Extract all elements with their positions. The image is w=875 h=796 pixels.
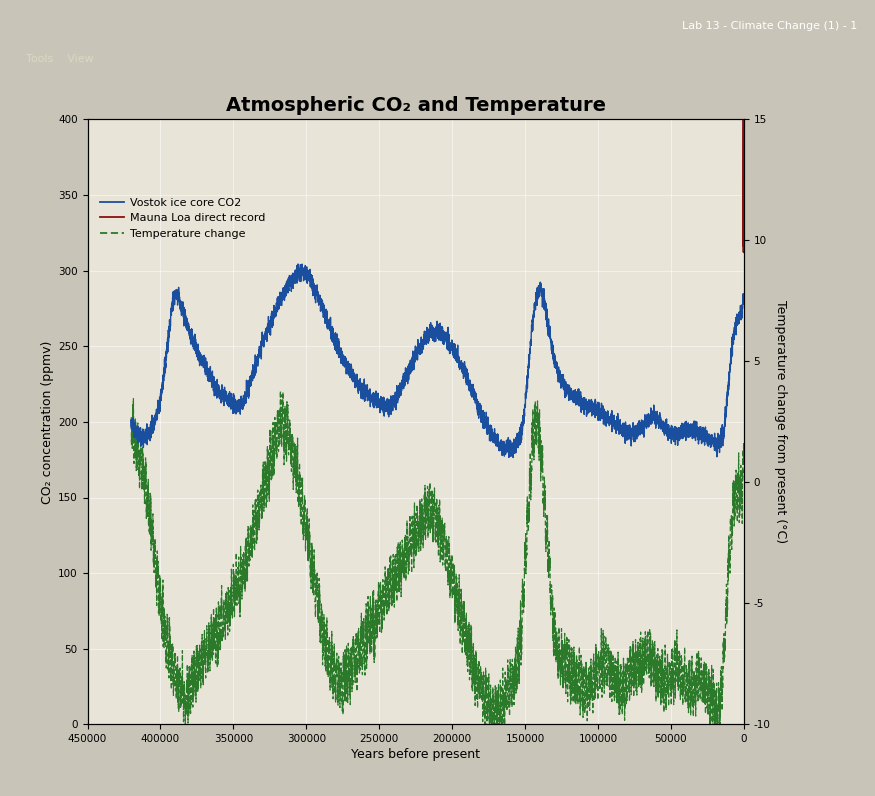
Title: Atmospheric CO₂ and Temperature: Atmospheric CO₂ and Temperature xyxy=(226,96,606,115)
X-axis label: Years before present: Years before present xyxy=(351,748,480,761)
Y-axis label: CO₂ concentration (ppmv): CO₂ concentration (ppmv) xyxy=(41,340,54,504)
Legend: Vostok ice core CO2, Mauna Loa direct record, Temperature change: Vostok ice core CO2, Mauna Loa direct re… xyxy=(100,197,265,239)
Text: Lab 13 - Climate Change (1) - 1: Lab 13 - Climate Change (1) - 1 xyxy=(682,21,858,31)
Y-axis label: Temperature change from present (°C): Temperature change from present (°C) xyxy=(774,300,787,544)
Text: Tools    View: Tools View xyxy=(26,54,94,64)
